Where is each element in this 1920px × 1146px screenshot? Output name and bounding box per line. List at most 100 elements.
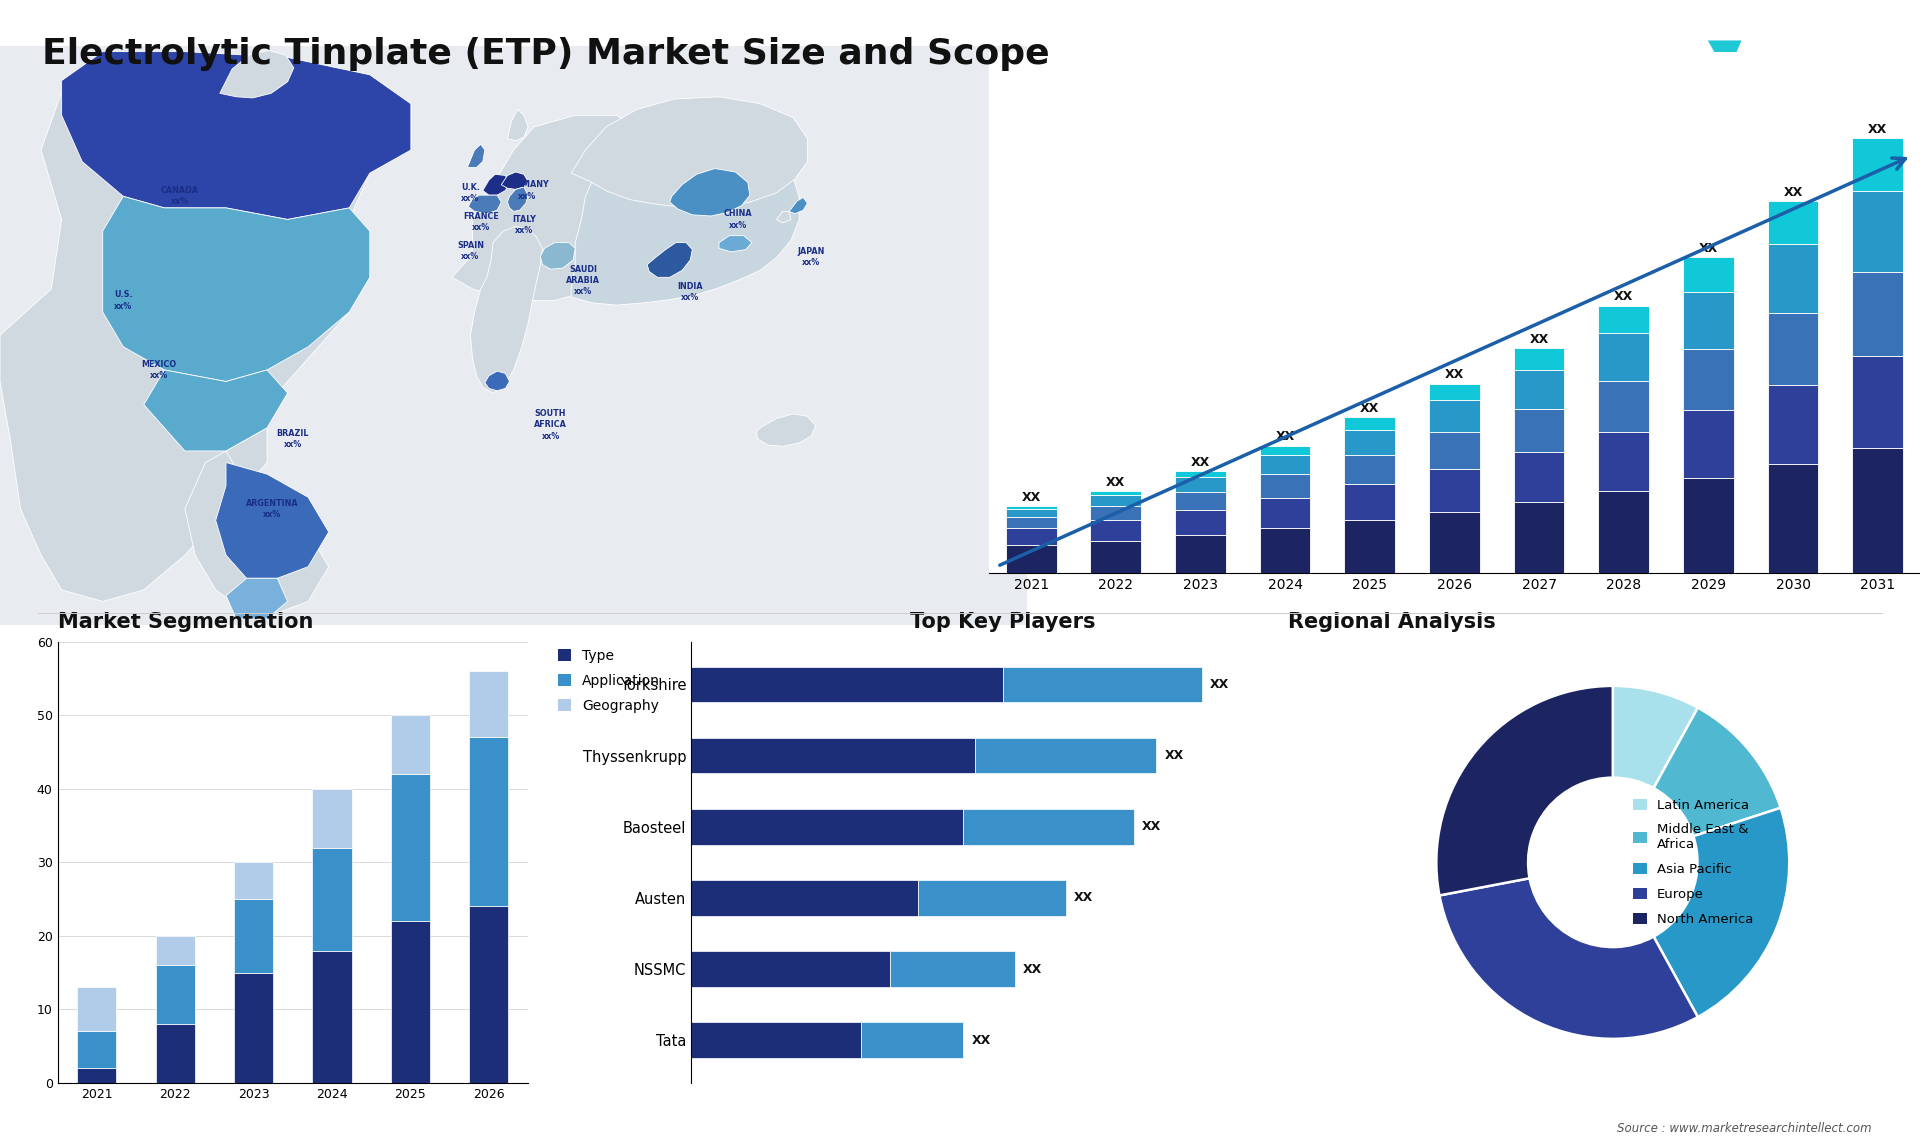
Text: ARGENTINA
xx%: ARGENTINA xx% bbox=[246, 499, 298, 519]
Text: U.K.
xx%: U.K. xx% bbox=[461, 183, 480, 204]
Bar bbox=[1260, 446, 1311, 455]
Bar bbox=[313, 951, 351, 1083]
Bar bbox=[691, 880, 918, 916]
Text: XX: XX bbox=[1699, 242, 1718, 254]
Polygon shape bbox=[570, 117, 799, 305]
Bar bbox=[156, 936, 194, 965]
Polygon shape bbox=[501, 172, 528, 189]
Bar bbox=[1006, 517, 1056, 528]
Bar bbox=[234, 900, 273, 973]
Legend: Type, Application, Geography: Type, Application, Geography bbox=[559, 649, 660, 713]
Bar bbox=[1428, 400, 1480, 432]
Bar bbox=[1006, 528, 1056, 545]
Polygon shape bbox=[507, 110, 528, 141]
Bar bbox=[1344, 430, 1396, 455]
Bar bbox=[1006, 509, 1056, 517]
Bar bbox=[1428, 432, 1480, 469]
Bar bbox=[1091, 495, 1140, 507]
Bar bbox=[1091, 507, 1140, 520]
Polygon shape bbox=[144, 370, 288, 450]
Bar bbox=[918, 880, 1066, 916]
Text: RESEARCH: RESEARCH bbox=[1818, 73, 1872, 81]
Bar bbox=[392, 921, 430, 1083]
Bar bbox=[1091, 490, 1140, 495]
Text: XX: XX bbox=[1165, 749, 1185, 762]
Bar bbox=[1853, 355, 1903, 448]
Text: XX: XX bbox=[1142, 821, 1162, 833]
Bar bbox=[1344, 455, 1396, 484]
Bar bbox=[1853, 191, 1903, 272]
Bar bbox=[1684, 348, 1734, 410]
Bar bbox=[1091, 541, 1140, 573]
Bar bbox=[392, 775, 430, 921]
Title: Top Key Players: Top Key Players bbox=[910, 612, 1096, 631]
Polygon shape bbox=[482, 174, 509, 195]
Text: XX: XX bbox=[1023, 963, 1043, 975]
Bar bbox=[1260, 528, 1311, 573]
Polygon shape bbox=[570, 96, 808, 207]
Polygon shape bbox=[1709, 40, 1741, 74]
Text: SOUTH
AFRICA
xx%: SOUTH AFRICA xx% bbox=[534, 409, 566, 440]
Bar bbox=[1175, 510, 1225, 535]
Bar bbox=[234, 862, 273, 900]
Polygon shape bbox=[0, 46, 1027, 625]
Polygon shape bbox=[776, 211, 791, 223]
Bar bbox=[1513, 409, 1565, 452]
Polygon shape bbox=[0, 52, 411, 602]
Bar bbox=[468, 906, 509, 1083]
Bar bbox=[1768, 244, 1818, 313]
Bar bbox=[1768, 464, 1818, 573]
Bar bbox=[1175, 535, 1225, 573]
Polygon shape bbox=[215, 463, 328, 579]
Bar bbox=[1091, 520, 1140, 541]
Bar bbox=[1684, 292, 1734, 348]
Text: XX: XX bbox=[1073, 892, 1092, 904]
Text: SAUDI
ARABIA
xx%: SAUDI ARABIA xx% bbox=[566, 265, 601, 296]
Bar bbox=[1597, 380, 1649, 432]
Bar bbox=[1175, 477, 1225, 493]
Polygon shape bbox=[219, 50, 294, 97]
Bar bbox=[392, 715, 430, 775]
Bar bbox=[234, 973, 273, 1083]
Text: XX: XX bbox=[972, 1034, 991, 1046]
Text: CHINA
xx%: CHINA xx% bbox=[724, 210, 753, 229]
Legend: Latin America, Middle East &
Africa, Asia Pacific, Europe, North America: Latin America, Middle East & Africa, Asi… bbox=[1628, 793, 1759, 932]
Polygon shape bbox=[468, 195, 501, 213]
Bar bbox=[313, 788, 351, 848]
Bar bbox=[77, 1031, 117, 1068]
Text: FRANCE
xx%: FRANCE xx% bbox=[463, 212, 499, 233]
Text: XX: XX bbox=[1275, 431, 1294, 444]
Polygon shape bbox=[647, 243, 693, 277]
Bar bbox=[889, 951, 1014, 987]
Text: INTELLECT: INTELLECT bbox=[1818, 96, 1872, 105]
Bar bbox=[1684, 257, 1734, 292]
Text: XX: XX bbox=[1106, 476, 1125, 488]
Bar bbox=[1513, 348, 1565, 370]
Bar bbox=[691, 667, 1002, 702]
Text: GERMANY
xx%: GERMANY xx% bbox=[505, 180, 549, 201]
Bar bbox=[1768, 202, 1818, 244]
Bar bbox=[1260, 497, 1311, 528]
Bar bbox=[1344, 417, 1396, 430]
Text: XX: XX bbox=[1530, 332, 1549, 346]
Bar bbox=[691, 951, 889, 987]
Bar bbox=[691, 1022, 862, 1058]
Polygon shape bbox=[467, 144, 486, 167]
Text: MEXICO
xx%: MEXICO xx% bbox=[142, 360, 177, 380]
Bar bbox=[964, 809, 1133, 845]
Text: MARKET: MARKET bbox=[1818, 49, 1860, 58]
Bar bbox=[862, 1022, 964, 1058]
Polygon shape bbox=[789, 197, 808, 213]
Bar bbox=[1597, 306, 1649, 333]
Text: XX: XX bbox=[1359, 402, 1379, 415]
Bar bbox=[1768, 385, 1818, 464]
Bar bbox=[1853, 139, 1903, 191]
Bar bbox=[468, 672, 509, 737]
Bar bbox=[1175, 471, 1225, 477]
Bar bbox=[313, 848, 351, 951]
Polygon shape bbox=[104, 196, 371, 382]
Bar bbox=[1344, 520, 1396, 573]
Text: U.S.
xx%: U.S. xx% bbox=[113, 290, 132, 311]
Bar bbox=[156, 965, 194, 1025]
Text: JAPAN
xx%: JAPAN xx% bbox=[799, 248, 826, 267]
